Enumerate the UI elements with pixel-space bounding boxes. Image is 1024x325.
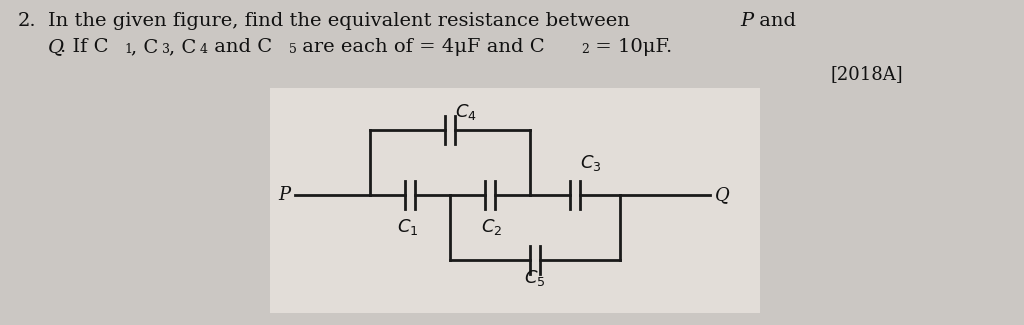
Text: 3: 3 — [162, 43, 170, 56]
Text: = 10μF.: = 10μF. — [589, 38, 672, 56]
Text: [2018A]: [2018A] — [830, 65, 902, 83]
Text: 2: 2 — [581, 43, 589, 56]
Text: P: P — [278, 186, 290, 204]
Text: Q: Q — [48, 38, 63, 56]
Text: are each of = 4μF and C: are each of = 4μF and C — [296, 38, 545, 56]
Text: $C_1$: $C_1$ — [397, 217, 419, 237]
Text: 2.: 2. — [18, 12, 37, 30]
Text: and C: and C — [208, 38, 272, 56]
Text: Q: Q — [715, 186, 730, 204]
Text: In the given figure, find the equivalent resistance between: In the given figure, find the equivalent… — [48, 12, 636, 30]
Text: , C: , C — [169, 38, 197, 56]
Text: P: P — [740, 12, 753, 30]
Text: , C: , C — [131, 38, 159, 56]
Text: . If C: . If C — [60, 38, 109, 56]
Text: 4: 4 — [200, 43, 208, 56]
Text: and: and — [753, 12, 796, 30]
FancyBboxPatch shape — [270, 88, 760, 313]
Text: $C_2$: $C_2$ — [481, 217, 503, 237]
Text: $C_3$: $C_3$ — [580, 153, 601, 173]
Text: 5: 5 — [289, 43, 297, 56]
Text: 1: 1 — [124, 43, 132, 56]
Text: $C_4$: $C_4$ — [455, 102, 477, 122]
Text: $C_5$: $C_5$ — [524, 268, 546, 288]
